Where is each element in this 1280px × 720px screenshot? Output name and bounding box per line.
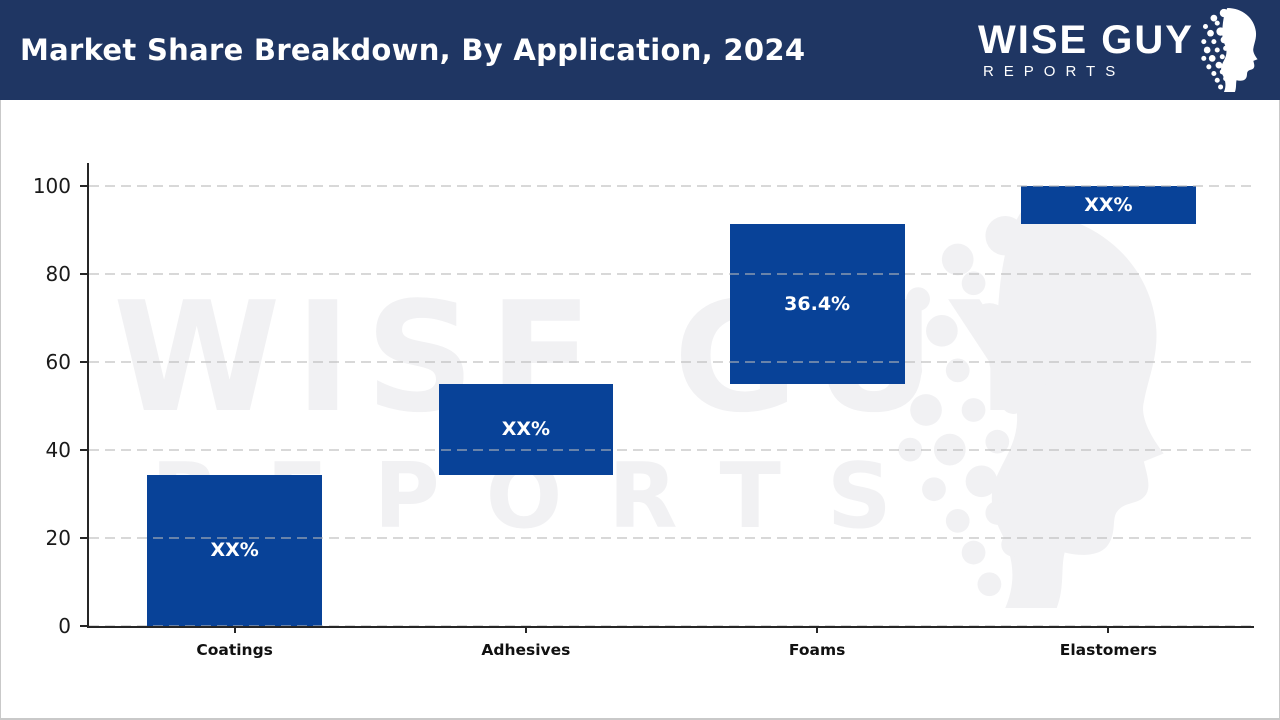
x-axis-spine: [87, 626, 1254, 628]
y-tick-mark-60: [80, 361, 88, 363]
wise-guy-logo: WISE GUY REPORTS: [978, 8, 1260, 92]
y-tick-mark-80: [80, 273, 88, 275]
x-tick-mark-1: [524, 626, 527, 633]
x-category-label-adhesives: Adhesives: [481, 641, 571, 659]
y-tick-label-20: 20: [45, 526, 71, 550]
header-bar: Market Share Breakdown, By Application, …: [0, 0, 1280, 100]
bar-value-label: XX%: [501, 418, 551, 441]
bar-value-label: XX%: [1084, 193, 1133, 216]
gridline-40: [89, 449, 1254, 451]
y-tick-mark-20: [80, 537, 88, 539]
y-tick-label-80: 80: [45, 262, 71, 286]
bar-value-label: XX%: [210, 539, 259, 562]
y-tick-label-40: 40: [45, 438, 71, 462]
y-tick-label-0: 0: [58, 614, 71, 638]
bar-elastomers: XX%: [1021, 186, 1196, 224]
gridline-20: [89, 537, 1254, 539]
gridline-60: [89, 361, 1254, 363]
page-title: Market Share Breakdown, By Application, …: [20, 33, 806, 67]
watermark-face-icon: [883, 212, 1175, 608]
x-tick-mark-3: [1107, 626, 1110, 633]
plot-area: 0 20 40 60 80 100 XX% Coatings XX% Adhesives 36.4%…: [1, 100, 1279, 718]
x-category-label-foams: Foams: [788, 641, 846, 659]
logo-text-block: WISE GUY REPORTS: [978, 20, 1194, 80]
y-axis-spine: [87, 163, 89, 628]
logo-subtext: REPORTS: [982, 63, 1126, 80]
logo-wordmark: WISE GUY: [977, 18, 1194, 62]
bar-adhesives: XX%: [438, 384, 614, 475]
x-category-label-coatings: Coatings: [196, 641, 273, 659]
gridline-80: [89, 273, 1254, 275]
x-category-label-elastomers: Elastomers: [1059, 641, 1157, 659]
y-tick-mark-40: [80, 449, 88, 451]
bar-value-label: 36.4%: [784, 292, 851, 315]
bar-foams: 36.4%: [729, 223, 905, 384]
wise-guy-face-icon: [1198, 8, 1260, 92]
chart-canvas: WISE GUY REPORTS 0 20 40 60 80 100 XX% Coatings…: [0, 100, 1280, 720]
y-tick-label-60: 60: [45, 350, 71, 374]
y-tick-mark-100: [80, 185, 88, 187]
x-tick-mark-0: [233, 626, 236, 633]
y-tick-label-100: 100: [32, 174, 71, 198]
bar-coatings: XX%: [147, 474, 322, 626]
gridline-100: [89, 185, 1254, 187]
y-tick-mark-0: [80, 625, 88, 627]
x-tick-mark-2: [816, 626, 819, 633]
